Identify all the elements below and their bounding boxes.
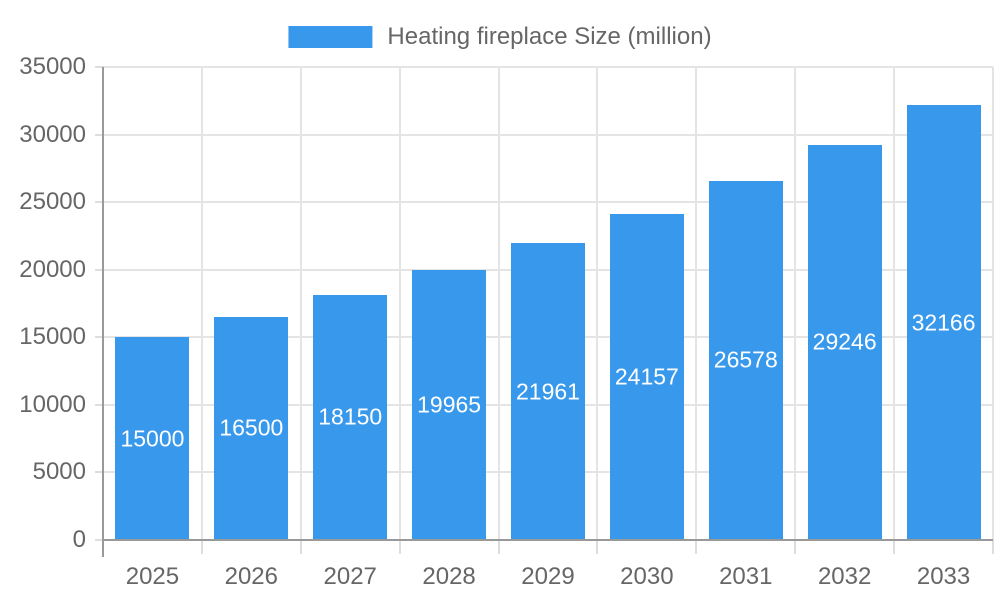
x-gridline bbox=[299, 67, 302, 540]
bar[interactable]: 18150 bbox=[313, 294, 388, 540]
x-gridline bbox=[893, 67, 896, 540]
x-axis-label: 2033 bbox=[916, 563, 971, 590]
y-axis-label: 5000 bbox=[32, 458, 86, 486]
y-gridline bbox=[103, 133, 993, 136]
x-axis-tick bbox=[794, 540, 797, 554]
y-axis-tick bbox=[95, 403, 103, 406]
x-axis-tick bbox=[497, 540, 500, 554]
y-axis-label: 0 bbox=[72, 526, 86, 553]
bar-value-label: 15000 bbox=[120, 425, 185, 452]
bar-value-label: 21961 bbox=[516, 378, 580, 405]
x-axis-label: 2030 bbox=[620, 563, 674, 590]
bar-value-label: 29246 bbox=[812, 328, 877, 355]
x-gridline bbox=[596, 67, 599, 540]
y-axis-label: 30000 bbox=[19, 120, 86, 148]
x-axis-label: 2032 bbox=[817, 563, 872, 590]
y-axis-label: 15000 bbox=[19, 323, 86, 351]
y-axis-label: 35000 bbox=[19, 53, 86, 80]
y-axis-tick bbox=[95, 471, 103, 474]
y-axis-tick bbox=[95, 66, 103, 68]
x-axis-label: 2026 bbox=[224, 563, 278, 590]
chart-legend[interactable]: Heating fireplace Size (million) bbox=[288, 23, 712, 51]
bar[interactable]: 19965 bbox=[412, 270, 487, 540]
x-gridline bbox=[695, 67, 698, 540]
bar[interactable]: 15000 bbox=[115, 337, 190, 540]
y-axis-line bbox=[102, 67, 104, 557]
x-gridline bbox=[992, 67, 994, 540]
y-axis-tick bbox=[95, 201, 103, 204]
y-axis-tick bbox=[95, 336, 103, 339]
x-axis-label: 2025 bbox=[125, 563, 180, 590]
y-axis-tick bbox=[95, 268, 103, 271]
bar[interactable]: 26578 bbox=[708, 180, 783, 540]
bar-value-label: 18150 bbox=[318, 403, 383, 430]
bar-value-label: 19965 bbox=[417, 391, 482, 418]
x-axis-label: 2031 bbox=[719, 563, 773, 590]
x-gridline bbox=[200, 67, 203, 540]
bar-value-label: 26578 bbox=[713, 346, 778, 373]
x-axis-tick bbox=[992, 540, 994, 554]
bar[interactable]: 21961 bbox=[511, 243, 585, 540]
bar[interactable]: 29246 bbox=[807, 144, 882, 540]
x-axis-tick bbox=[695, 540, 698, 554]
bar[interactable]: 24157 bbox=[609, 213, 684, 540]
x-axis-label: 2027 bbox=[323, 563, 377, 590]
bar-value-label: 16500 bbox=[219, 414, 284, 441]
y-axis-label: 20000 bbox=[19, 255, 86, 283]
x-axis-label: 2029 bbox=[521, 563, 575, 590]
y-axis-label: 25000 bbox=[19, 188, 86, 216]
y-axis-tick bbox=[95, 539, 103, 541]
bar[interactable]: 16500 bbox=[214, 317, 289, 540]
bar-value-label: 32166 bbox=[911, 309, 976, 336]
x-gridline bbox=[497, 67, 500, 540]
x-gridline bbox=[398, 67, 401, 540]
x-axis-tick bbox=[596, 540, 599, 554]
bar[interactable]: 32166 bbox=[906, 105, 981, 540]
bar-value-label: 24157 bbox=[614, 363, 679, 390]
y-gridline bbox=[103, 66, 993, 68]
x-axis-tick bbox=[398, 540, 401, 554]
x-axis-tick bbox=[200, 540, 203, 554]
x-axis-tick bbox=[893, 540, 896, 554]
x-axis-tick bbox=[299, 540, 302, 554]
x-axis-line bbox=[103, 539, 993, 541]
x-axis-label: 2028 bbox=[422, 563, 476, 590]
y-axis-label: 10000 bbox=[19, 390, 86, 418]
legend-swatch bbox=[288, 26, 373, 48]
legend-label: Heating fireplace Size (million) bbox=[387, 23, 712, 50]
x-gridline bbox=[794, 67, 797, 540]
y-gridline bbox=[103, 201, 993, 204]
y-axis-tick bbox=[95, 133, 103, 136]
